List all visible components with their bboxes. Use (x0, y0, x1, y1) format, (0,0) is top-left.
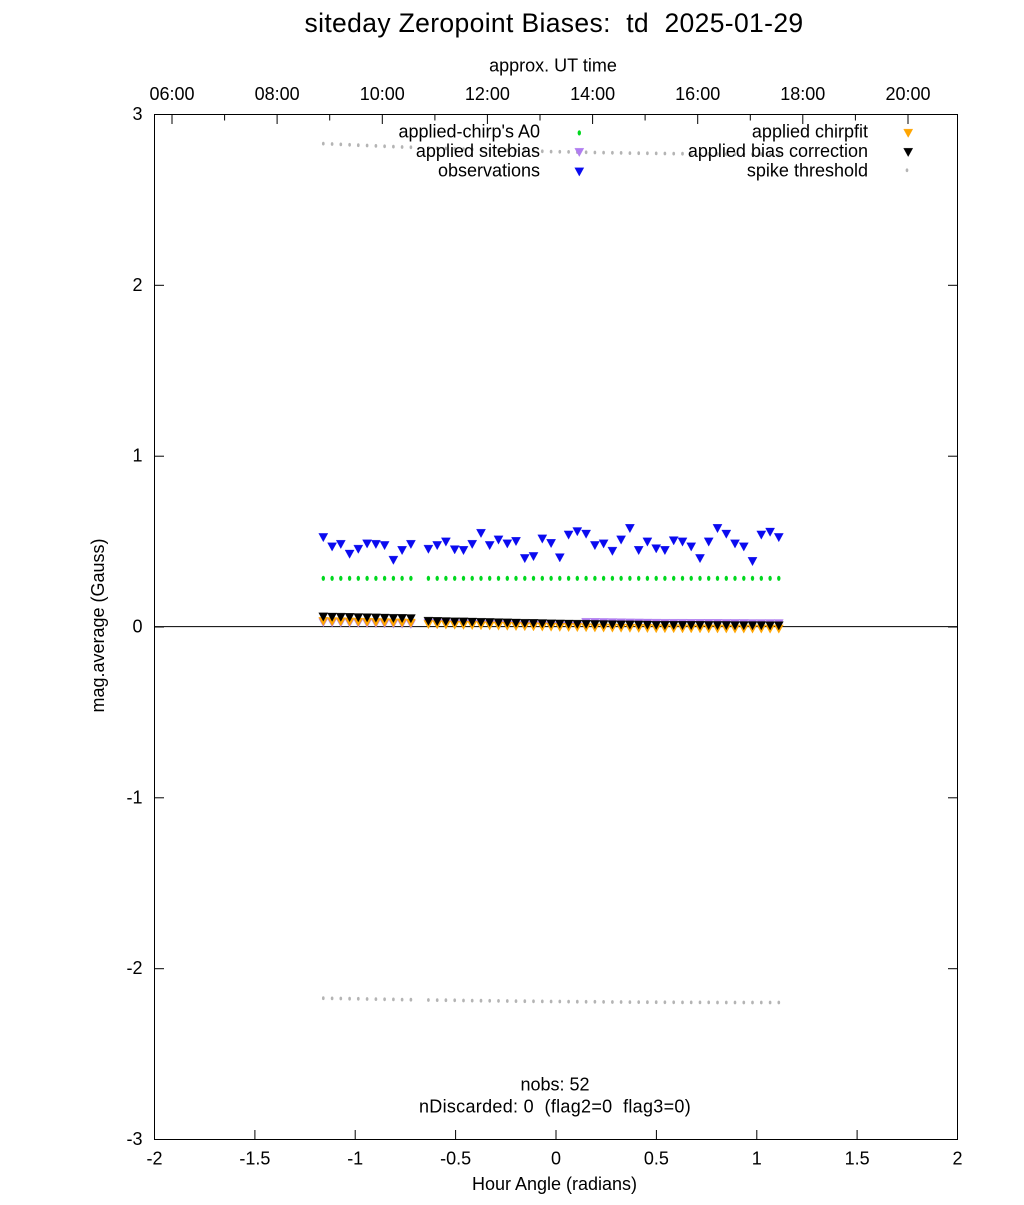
svg-text:mag.average (Gauss): mag.average (Gauss) (88, 538, 108, 712)
svg-text:applied bias correction: applied bias correction (688, 141, 868, 161)
svg-text:20:00: 20:00 (885, 84, 930, 104)
svg-text:-2: -2 (126, 958, 142, 978)
svg-text:Hour Angle (radians): Hour Angle (radians) (472, 1174, 637, 1194)
svg-text:nobs: 52: nobs: 52 (520, 1075, 589, 1095)
svg-text:0: 0 (132, 617, 142, 637)
svg-text:applied-chirp's A0: applied-chirp's A0 (398, 122, 540, 142)
svg-text:nDiscarded: 0 (flag2=0 flag3: nDiscarded: 0 (flag2=0 flag3=0) (419, 1097, 691, 1117)
svg-text:siteday Zeropoint Biases: td: siteday Zeropoint Biases: td 2025-01-29 (305, 8, 804, 38)
svg-text:08:00: 08:00 (255, 84, 300, 104)
svg-text:applied sitebias: applied sitebias (416, 141, 540, 161)
svg-text:spike threshold: spike threshold (747, 161, 868, 181)
svg-text:06:00: 06:00 (149, 84, 194, 104)
svg-text:3: 3 (132, 104, 142, 124)
svg-text:10:00: 10:00 (360, 84, 405, 104)
svg-text:applied chirpfit: applied chirpfit (752, 122, 868, 142)
svg-text:18:00: 18:00 (780, 84, 825, 104)
svg-text:-1.5: -1.5 (239, 1148, 270, 1168)
svg-text:12:00: 12:00 (465, 84, 510, 104)
svg-text:0: 0 (551, 1148, 561, 1168)
svg-text:-2: -2 (146, 1148, 162, 1168)
svg-text:16:00: 16:00 (675, 84, 720, 104)
svg-text:-1: -1 (347, 1148, 363, 1168)
svg-text:1.5: 1.5 (845, 1148, 870, 1168)
svg-text:approx. UT time: approx. UT time (489, 56, 617, 76)
svg-text:0.5: 0.5 (644, 1148, 669, 1168)
svg-text:2: 2 (132, 275, 142, 295)
svg-text:-3: -3 (126, 1129, 142, 1149)
svg-text:observations: observations (438, 161, 540, 181)
svg-text:2: 2 (952, 1148, 962, 1168)
svg-text:14:00: 14:00 (570, 84, 615, 104)
svg-text:1: 1 (752, 1148, 762, 1168)
svg-text:-1: -1 (126, 787, 142, 807)
svg-text:-0.5: -0.5 (440, 1148, 471, 1168)
svg-text:1: 1 (132, 446, 142, 466)
